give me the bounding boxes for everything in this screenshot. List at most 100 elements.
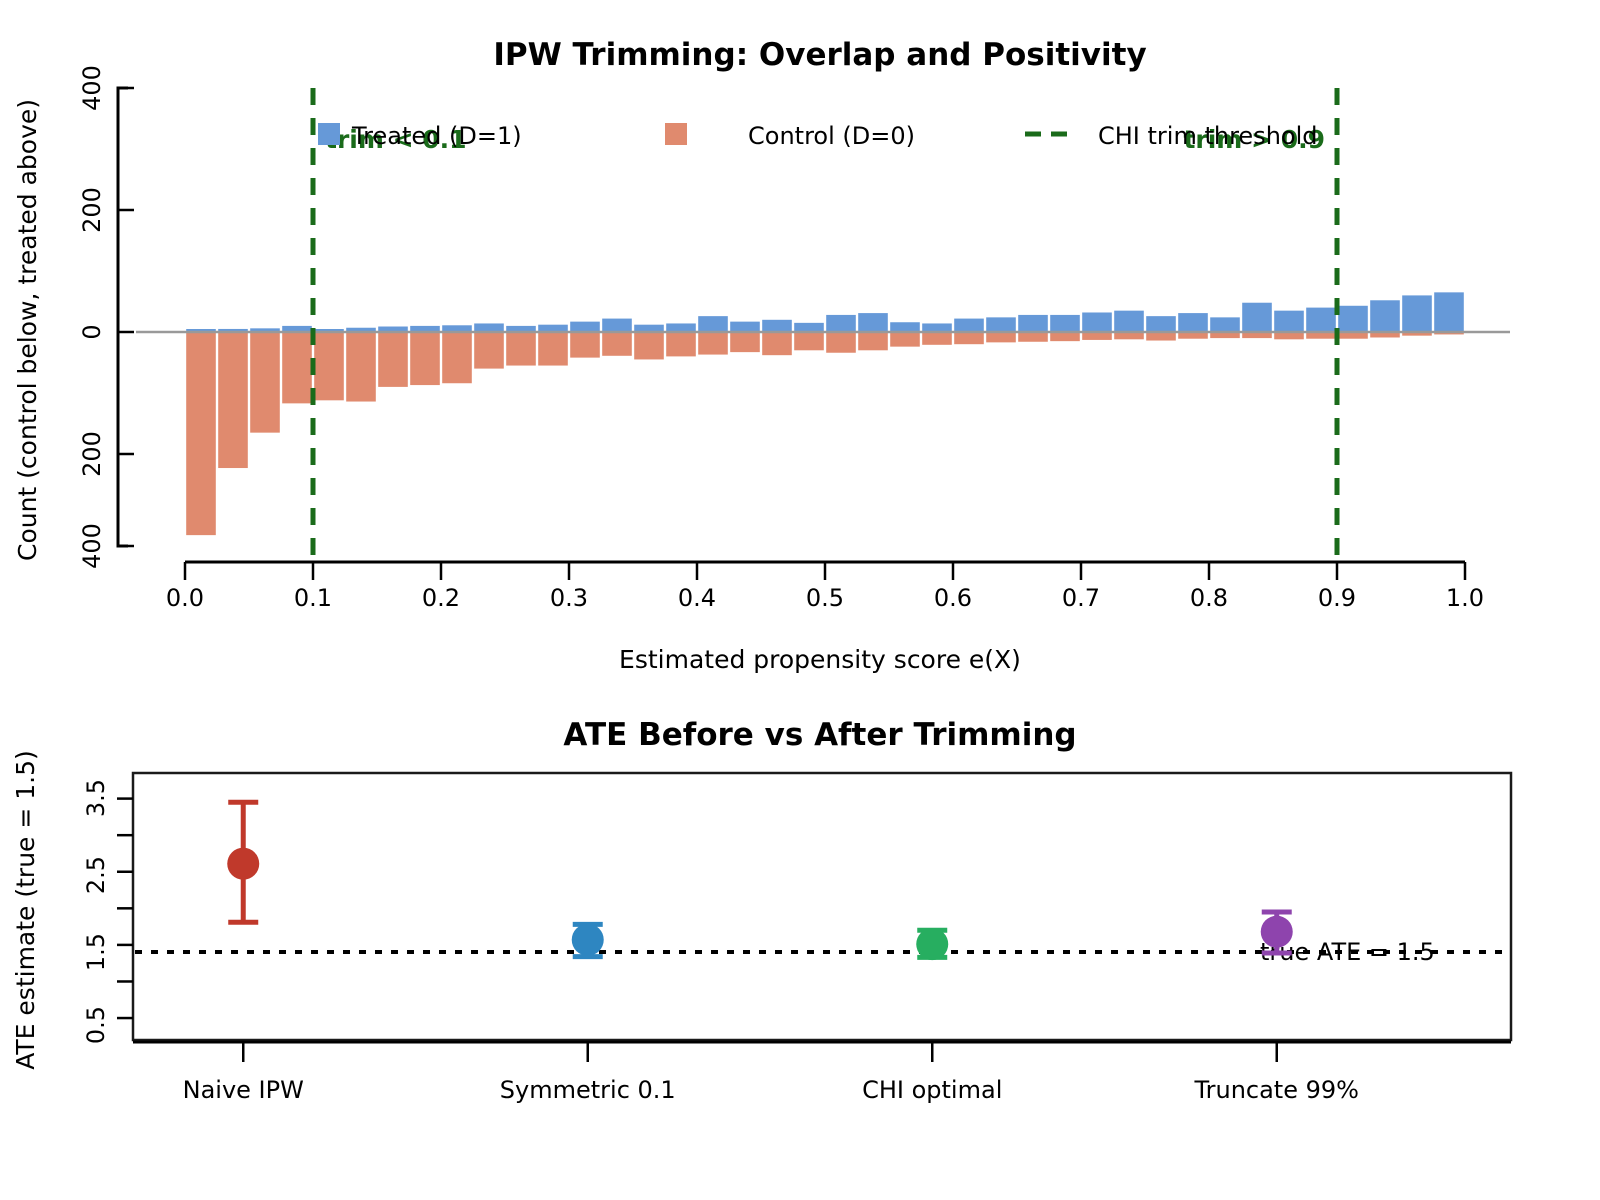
bottom-xticklabel: Symmetric 0.1 — [500, 1076, 676, 1104]
histogram-bar-control — [1274, 332, 1304, 340]
legend-label-treated: Treated (D=1) — [351, 122, 522, 150]
top-xticklabel: 0.5 — [806, 584, 844, 612]
histogram-bar-control — [1402, 332, 1432, 336]
top-yticklabel-2: 0 — [78, 324, 106, 339]
histogram-bar-treated — [986, 317, 1016, 332]
bottom-panel-title: ATE Before vs After Trimming — [563, 717, 1076, 753]
histogram-bar-treated — [1082, 312, 1112, 332]
histogram-bar-control — [890, 332, 920, 347]
histogram-bar-control — [282, 332, 312, 404]
histogram-bar-treated — [602, 318, 632, 332]
histogram-bar-control — [922, 332, 952, 345]
top-xaxis-ticks — [183, 562, 1467, 580]
histogram-bar-control — [250, 332, 280, 433]
histogram-bar-control — [698, 332, 728, 355]
histogram-bar-control — [666, 332, 696, 357]
histogram-bar-treated — [442, 325, 472, 332]
top-xticklabel: 0.9 — [1318, 584, 1356, 612]
top-panel-xlabel: Estimated propensity score e(X) — [619, 645, 1021, 674]
top-panel-ylabel: Count (control below, treated above) — [13, 99, 42, 561]
histogram-bar-treated — [922, 323, 952, 332]
top-yticklabel-4: 400 — [78, 523, 106, 569]
legend-label-threshold: CHI trim threshold — [1098, 122, 1318, 150]
histogram-bar-treated — [634, 324, 664, 332]
histogram-bar-control — [570, 332, 600, 358]
histogram-bar-control — [1210, 332, 1240, 339]
histogram-bar-control — [442, 332, 472, 384]
histogram-bar-treated — [890, 322, 920, 332]
histogram-bar-control — [346, 332, 376, 402]
histogram-bar-treated — [314, 329, 344, 332]
bottom-yaxis-ticks — [117, 797, 133, 1020]
histogram-bar-treated — [1274, 310, 1304, 332]
ate-point-marker — [571, 923, 604, 956]
histogram-bar-treated — [826, 314, 856, 332]
histogram-bar-treated — [858, 313, 888, 332]
panel-overlap-histogram: IPW Trimming: Overlap and Positivity Cou… — [13, 37, 1510, 674]
ate-estimate-group — [227, 799, 260, 925]
top-xticklabel: 0.2 — [422, 584, 460, 612]
ate-point-marker — [916, 928, 949, 961]
top-xticklabel: 0.7 — [1062, 584, 1100, 612]
histogram-bar-control — [762, 332, 792, 356]
legend-swatch-treated — [318, 123, 340, 145]
ate-estimate-group — [1260, 909, 1293, 956]
histogram-bar-treated — [410, 325, 440, 332]
histogram-bar-control — [1178, 332, 1208, 339]
top-yticklabel-0: 400 — [78, 65, 106, 111]
histogram-bar-treated — [538, 324, 568, 332]
bottom-xticklabel: Truncate 99% — [1193, 1076, 1358, 1104]
top-xticklabel: 0.3 — [550, 584, 588, 612]
top-xticklabel: 0.4 — [678, 584, 716, 612]
ate-point-marker — [227, 847, 260, 880]
histogram-bar-treated — [346, 327, 376, 332]
bottom-yticklabel-2: 2.5 — [82, 856, 110, 894]
top-xticklabel: 0.6 — [934, 584, 972, 612]
panel-ate-comparison: ATE Before vs After Trimming ATE estimat… — [11, 717, 1513, 1104]
legend-swatch-control — [665, 123, 687, 145]
bottom-xticklabel: Naive IPW — [183, 1076, 304, 1104]
histogram-bar-treated — [1018, 314, 1048, 332]
histogram-bar-control — [826, 332, 856, 353]
top-xaxis-ticklabels: 0.0 0.1 0.2 0.3 0.4 0.5 0.6 0.7 0.8 0.9 1.0 — [166, 584, 1484, 612]
histogram-bar-control — [602, 332, 632, 356]
top-panel-title: IPW Trimming: Overlap and Positivity — [493, 37, 1146, 73]
top-yticklabel-1: 200 — [78, 187, 106, 233]
top-xticklabel: 0.0 — [166, 584, 204, 612]
histogram-bar-control — [1306, 332, 1336, 339]
ate-estimate-points — [227, 799, 1293, 961]
histogram-bar-treated — [570, 321, 600, 332]
histogram-bar-treated — [378, 326, 408, 332]
histogram-bar-treated — [794, 322, 824, 332]
histogram-bar-treated — [666, 323, 696, 332]
histogram-bar-treated — [1178, 313, 1208, 332]
histogram-bar-control — [474, 332, 504, 369]
histogram-bar-control — [506, 332, 536, 366]
ate-point-marker — [1260, 915, 1293, 948]
histogram-bar-treated — [1402, 295, 1432, 332]
histogram-bar-control — [858, 332, 888, 351]
histogram-bar-control — [1242, 332, 1272, 339]
histogram-bar-control — [378, 332, 408, 387]
bottom-xaxis-ticklabels: Naive IPW Symmetric 0.1 CHI optimal Truncat… — [183, 1076, 1359, 1104]
histogram-bar-control — [986, 332, 1016, 343]
histogram-bar-treated — [954, 318, 984, 332]
ate-estimate-group — [571, 921, 604, 960]
histogram-bar-control — [1018, 332, 1048, 342]
trim-threshold-label-low: trim < 0.1 — [325, 125, 467, 154]
histogram-bar-control — [730, 332, 760, 353]
histogram-bar-treated — [762, 319, 792, 332]
bottom-xaxis-ticks — [241, 1042, 1278, 1062]
histogram-bar-treated — [1338, 305, 1368, 332]
histogram-bar-treated — [698, 316, 728, 332]
bottom-xticklabel: CHI optimal — [862, 1076, 1002, 1104]
top-panel-legend: Treated (D=1) Control (D=0) CHI trim thr… — [318, 122, 1318, 150]
top-xticklabel: 0.1 — [294, 584, 332, 612]
top-xticklabel: 0.8 — [1190, 584, 1228, 612]
histogram-bar-control — [634, 332, 664, 360]
histogram-bar-control — [218, 332, 248, 469]
histogram-bar-treated — [1146, 316, 1176, 332]
histogram-bar-control — [954, 332, 984, 345]
